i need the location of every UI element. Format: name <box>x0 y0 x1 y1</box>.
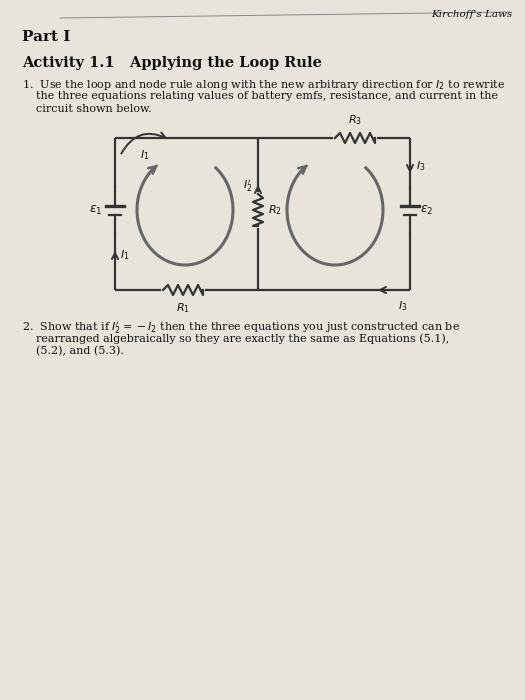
Text: Kirchoff's Laws: Kirchoff's Laws <box>430 10 512 19</box>
Text: 2.  Show that if $I_2' = -I_2$ then the three equations you just constructed can: 2. Show that if $I_2' = -I_2$ then the t… <box>22 320 460 336</box>
Text: $\varepsilon_2$: $\varepsilon_2$ <box>420 204 433 216</box>
Text: $I_1$: $I_1$ <box>140 148 150 162</box>
Text: rearranged algebraically so they are exactly the same as Equations (5.1),: rearranged algebraically so they are exa… <box>22 333 449 344</box>
Text: Part I: Part I <box>22 30 70 44</box>
Text: $I_2'$: $I_2'$ <box>243 178 252 194</box>
Text: Activity 1.1   Applying the Loop Rule: Activity 1.1 Applying the Loop Rule <box>22 56 322 70</box>
Text: 1.  Use the loop and node rule along with the new arbitrary direction for $I_2$ : 1. Use the loop and node rule along with… <box>22 78 505 92</box>
Text: the three equations relating values of battery emfs, resistance, and current in : the three equations relating values of b… <box>22 91 498 101</box>
Text: $I_3$: $I_3$ <box>398 299 407 313</box>
Text: $R_2$: $R_2$ <box>268 203 282 217</box>
Text: $R_1$: $R_1$ <box>176 301 190 315</box>
Text: $I_3$: $I_3$ <box>416 159 426 173</box>
Text: circuit shown below.: circuit shown below. <box>22 104 152 114</box>
Text: $R_3$: $R_3$ <box>348 113 362 127</box>
Text: $I_1$: $I_1$ <box>120 248 130 262</box>
FancyArrowPatch shape <box>121 132 165 153</box>
Text: (5.2), and (5.3).: (5.2), and (5.3). <box>22 346 124 356</box>
Text: $\varepsilon_1$: $\varepsilon_1$ <box>89 204 102 216</box>
